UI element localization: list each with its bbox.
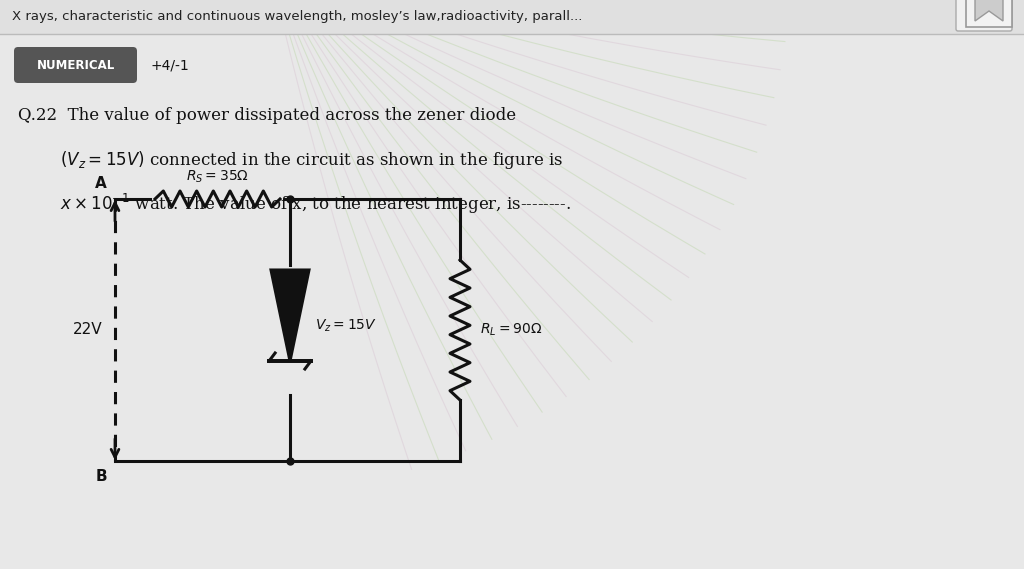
- Text: $x\times10^{-1}$ watt. The value of x, to the nearest integer, is--------.: $x\times10^{-1}$ watt. The value of x, t…: [18, 192, 571, 216]
- FancyBboxPatch shape: [966, 0, 1012, 27]
- Text: $R_S=35\Omega$: $R_S=35\Omega$: [186, 168, 249, 185]
- FancyBboxPatch shape: [956, 0, 1012, 31]
- Text: Q.22  The value of power dissipated across the zener diode: Q.22 The value of power dissipated acros…: [18, 107, 516, 124]
- FancyBboxPatch shape: [14, 47, 137, 83]
- Text: X rays, characteristic and continuous wavelength, mosley’s law,radioactivity, pa: X rays, characteristic and continuous wa…: [12, 10, 583, 23]
- Text: B: B: [95, 469, 106, 484]
- Text: 22V: 22V: [74, 323, 103, 337]
- Bar: [0, 0, 1024, 34]
- Text: $V_z=15V$: $V_z=15V$: [315, 318, 377, 333]
- Polygon shape: [975, 0, 1002, 21]
- Text: A: A: [95, 176, 106, 191]
- Text: $R_L=90\Omega$: $R_L=90\Omega$: [480, 322, 543, 338]
- Text: $(V_z =15V)$ connected in the circuit as shown in the figure is: $(V_z =15V)$ connected in the circuit as…: [18, 149, 563, 171]
- Text: NUMERICAL: NUMERICAL: [37, 59, 115, 72]
- Text: +4/-1: +4/-1: [151, 58, 189, 72]
- Polygon shape: [271, 270, 309, 361]
